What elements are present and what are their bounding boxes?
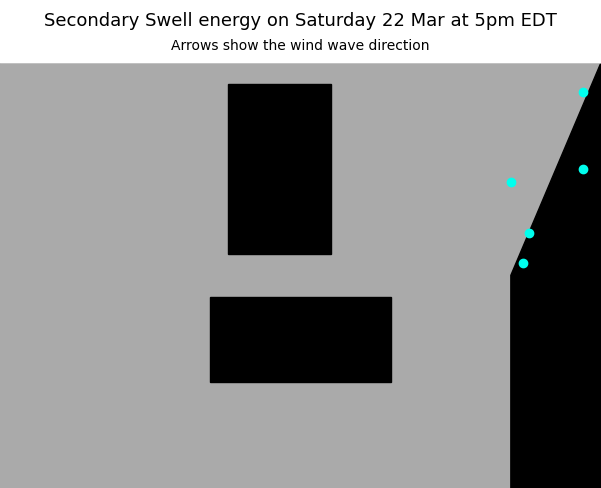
Polygon shape (228, 85, 331, 255)
Polygon shape (210, 297, 391, 382)
Text: Secondary Swell energy on Saturday 22 Mar at 5pm EDT: Secondary Swell energy on Saturday 22 Ma… (44, 12, 557, 30)
Text: Arrows show the wind wave direction: Arrows show the wind wave direction (171, 39, 430, 53)
Polygon shape (511, 63, 601, 488)
